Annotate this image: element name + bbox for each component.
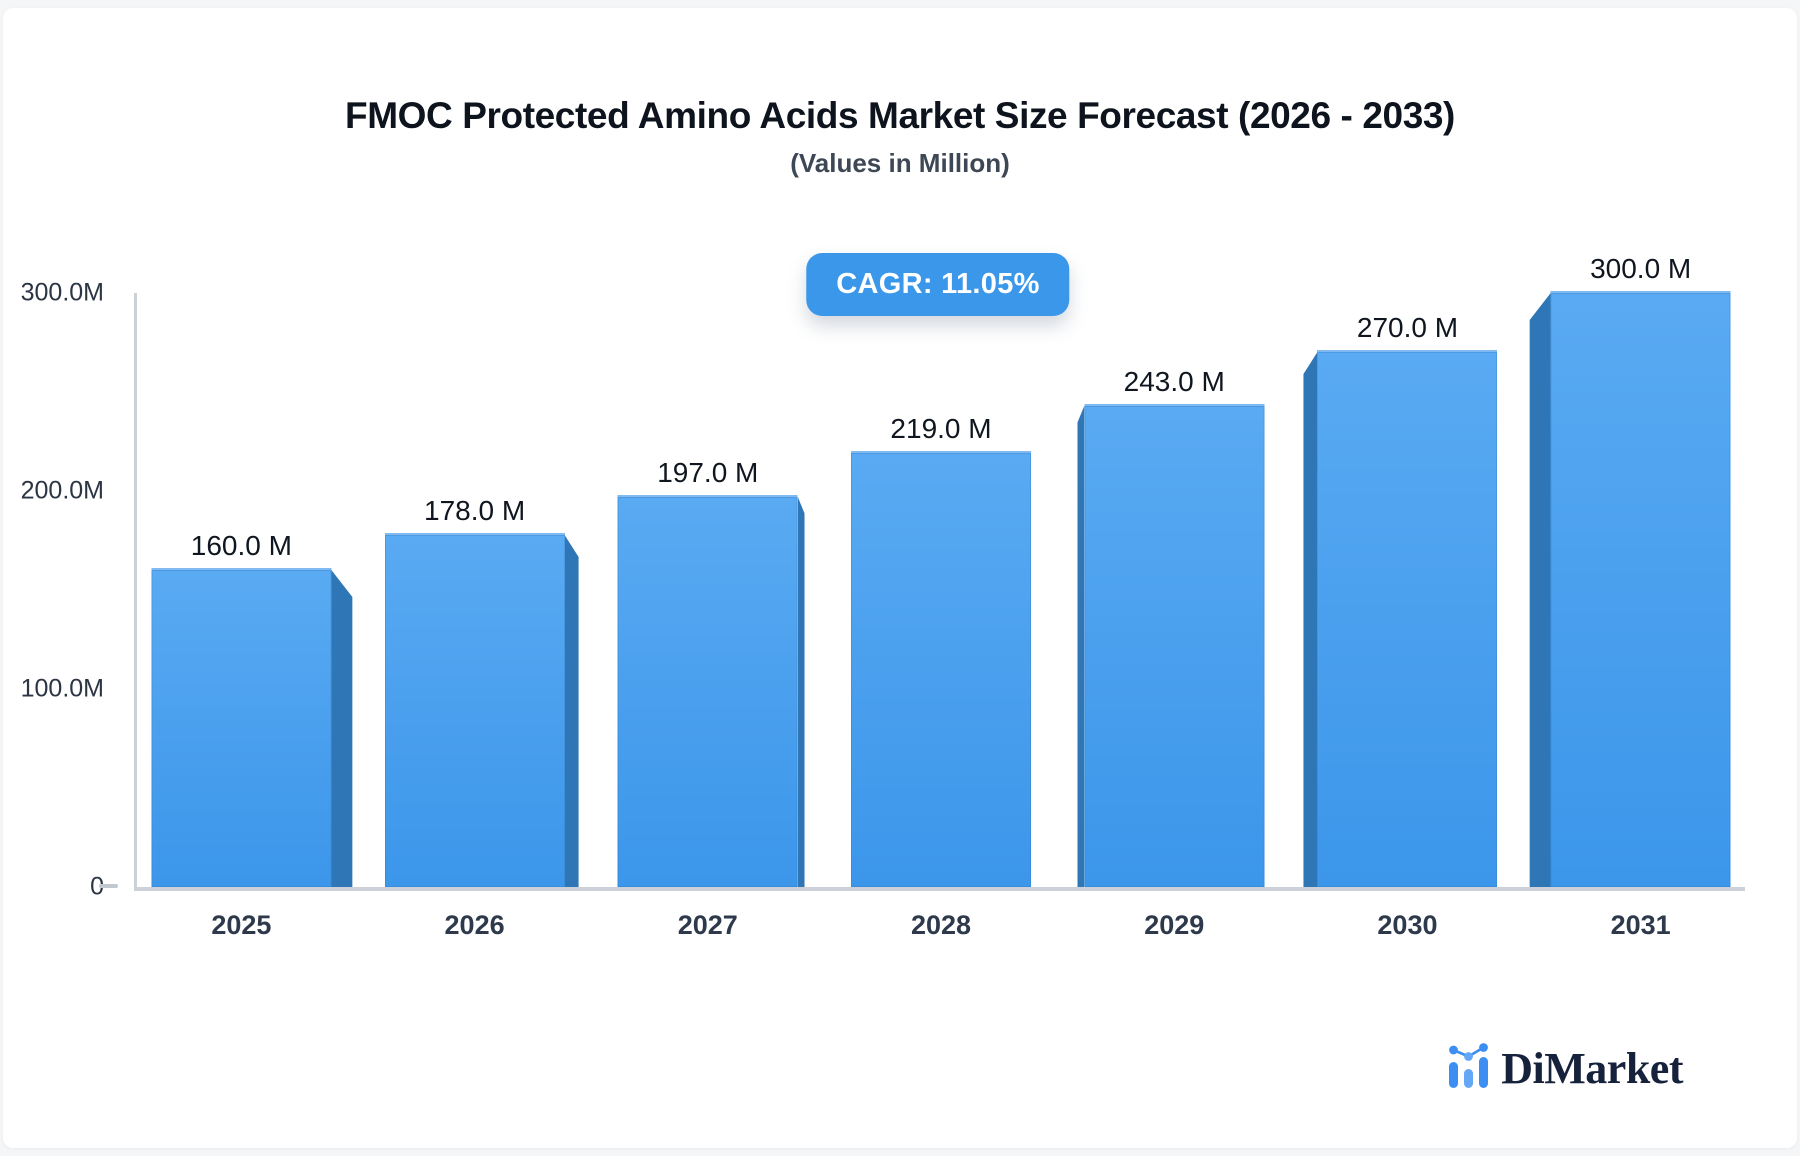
chart-title: FMOC Protected Amino Acids Market Size F… <box>345 95 1455 136</box>
bar-2029 <box>1077 404 1265 887</box>
bar-slot-2027: 197.0 M 2027 <box>596 293 826 939</box>
y-tick-label-300.0M: 300.0M <box>20 278 104 307</box>
cagr-badge: CAGR: 11.05% <box>806 253 1070 316</box>
bar-value-label-2025: 160.0 M <box>190 530 292 561</box>
bar-face-2025 <box>151 568 332 887</box>
x-tick-label-2025: 2025 <box>211 910 272 940</box>
bar-side-2026 <box>564 535 579 887</box>
x-tick-label-2028: 2028 <box>910 910 972 940</box>
bar-value-label-2029: 243.0 M <box>1123 366 1225 397</box>
bar-face-2026 <box>384 533 565 887</box>
bar-face-2031 <box>1550 291 1731 887</box>
bar-value-label-2028: 219.0 M <box>890 413 992 444</box>
y-tick-label-100.0M: 100.0M <box>20 674 104 703</box>
chart-subtitle: (Values in Million) <box>790 148 1010 178</box>
y-axis-labels: 300.0M 200.0M 100.0M 0 <box>0 280 104 899</box>
plot-area: 160.0 M 2025 178.0 M 2026 197.0 M 2027 219.0 M… <box>134 255 1745 939</box>
bar-side-2031 <box>1529 293 1551 887</box>
zero-tick-mark <box>99 884 118 888</box>
bar-value-label-2031: 300.0 M <box>1590 253 1692 284</box>
bar-slot-2026: 178.0 M 2026 <box>367 293 597 939</box>
bar-2026 <box>384 533 579 887</box>
bar-chart-logo-icon <box>1449 1043 1489 1088</box>
x-tick-label-2031: 2031 <box>1610 910 1671 940</box>
bar-2025 <box>151 568 353 887</box>
bar-slot-2025: 160.0 M 2025 <box>137 293 367 939</box>
bar-value-label-2030: 270.0 M <box>1356 312 1459 343</box>
bar-2028 <box>851 451 1032 887</box>
bar-2031 <box>1529 291 1731 887</box>
bar-side-2027 <box>797 497 805 887</box>
bar-slot-2029: 243.0 M 2029 <box>1056 293 1286 939</box>
x-tick-label-2026: 2026 <box>444 910 505 940</box>
bar-value-label-2027: 197.0 M <box>657 457 759 488</box>
bar-side-2030 <box>1303 352 1318 887</box>
bar-slot-2031: 300.0 M 2031 <box>1515 255 1745 939</box>
dimarket-logo: DiMarket <box>1447 1042 1683 1094</box>
bar-side-2025 <box>331 570 353 887</box>
bar-2030 <box>1303 350 1498 887</box>
y-tick-label-0: 0 <box>90 872 104 901</box>
x-tick-label-2029: 2029 <box>1144 910 1205 940</box>
bar-face-2029 <box>1084 404 1265 887</box>
bar-slot-2028: 219.0 M 2028 <box>826 293 1056 939</box>
bar-side-2029 <box>1077 406 1085 887</box>
bar-value-label-2026: 178.0 M <box>423 495 526 526</box>
x-tick-label-2030: 2030 <box>1377 910 1438 940</box>
bar-2027 <box>617 495 805 887</box>
bar-face-2028 <box>851 451 1032 887</box>
logo-text: DiMarket <box>1501 1044 1683 1094</box>
bar-face-2027 <box>617 495 798 887</box>
y-tick-label-200.0M: 200.0M <box>20 476 104 505</box>
bar-slot-2030: 270.0 M 2030 <box>1286 293 1516 939</box>
bar-face-2030 <box>1317 350 1498 887</box>
x-tick-label-2027: 2027 <box>677 910 738 940</box>
